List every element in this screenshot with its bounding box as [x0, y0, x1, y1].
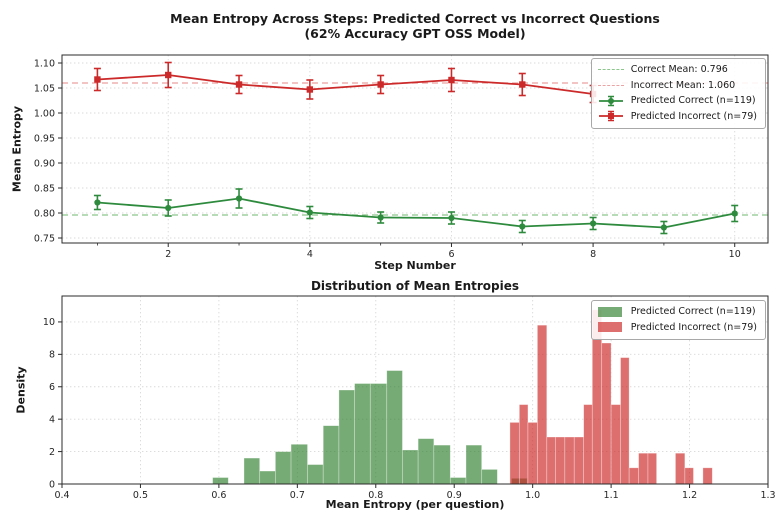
- svg-text:4: 4: [49, 414, 55, 425]
- dist-chart-ticks: 0.4 0.5 0.6 0.7 0.8 0.9 1.0 1.1 1.2 1.3 0 2 4 6 8 10: [43, 317, 776, 501]
- svg-text:10: 10: [43, 317, 55, 328]
- svg-text:0.85: 0.85: [34, 183, 55, 194]
- top-legend: Correct Mean: 0.796 Incorrect Mean: 1.060…: [590, 58, 766, 129]
- legend-dash-swatch: [597, 69, 624, 71]
- svg-text:6: 6: [49, 382, 55, 393]
- legend-item: Incorrect Mean: 1.060: [597, 78, 757, 94]
- figure-title-line2: (62% Accuracy GPT OSS Model): [304, 26, 526, 41]
- svg-text:0.95: 0.95: [34, 133, 55, 144]
- svg-text:0: 0: [49, 479, 55, 490]
- legend-label: Predicted Incorrect (n=79): [630, 110, 757, 122]
- legend-label: Predicted Correct (n=119): [630, 306, 756, 318]
- legend-label: Predicted Incorrect (n=79): [630, 321, 757, 333]
- svg-text:1.05: 1.05: [34, 83, 55, 94]
- y-axis-label-bottom: Density: [14, 366, 28, 414]
- legend-item: Predicted Correct (n=119): [598, 93, 757, 109]
- svg-text:1.1: 1.1: [604, 490, 619, 501]
- svg-text:0.75: 0.75: [34, 233, 55, 244]
- svg-text:1.10: 1.10: [34, 58, 55, 69]
- svg-text:1.00: 1.00: [34, 108, 55, 119]
- svg-text:1.0: 1.0: [525, 490, 540, 501]
- histogram-title: Distribution of Mean Entropies: [310, 279, 520, 293]
- legend-label: Correct Mean: 0.796: [630, 64, 728, 76]
- series-circle: [93, 188, 739, 235]
- svg-text:0.6: 0.6: [211, 490, 226, 501]
- steps-chart-ticks: 2 4 6 8 10 0.75 0.80 0.85 0.90 0.95 1.00 1.05 1.10: [34, 58, 741, 260]
- legend-item: Predicted Incorrect (n=79): [597, 320, 757, 336]
- svg-text:10: 10: [729, 249, 741, 260]
- svg-text:8: 8: [590, 249, 596, 260]
- svg-text:8: 8: [49, 350, 55, 361]
- legend-patch-swatch: [597, 306, 622, 317]
- legend-errorbar-swatch: [598, 111, 623, 122]
- svg-text:1.3: 1.3: [760, 490, 775, 501]
- svg-text:4: 4: [307, 249, 313, 260]
- legend-label: Incorrect Mean: 1.060: [630, 79, 736, 91]
- legend-item: Correct Mean: 0.796: [597, 62, 757, 78]
- legend-dash-swatch: [597, 84, 624, 86]
- figure-title-line1: Mean Entropy Across Steps: Predicted Cor…: [170, 11, 660, 26]
- svg-text:2: 2: [165, 249, 171, 260]
- series-square: [93, 61, 597, 104]
- svg-text:0.4: 0.4: [54, 490, 69, 501]
- y-axis-label-top: Mean Entropy: [10, 105, 24, 193]
- svg-text:0.80: 0.80: [34, 208, 55, 219]
- legend-item: Predicted Correct (n=119): [597, 304, 757, 320]
- svg-text:0.5: 0.5: [133, 490, 148, 501]
- x-axis-label-top: Step Number: [374, 259, 456, 272]
- svg-text:0.7: 0.7: [290, 490, 305, 501]
- svg-text:1.2: 1.2: [682, 490, 697, 501]
- figure-title: Mean Entropy Across Steps: Predicted Cor…: [48, 11, 782, 41]
- legend-item: Predicted Incorrect (n=79): [598, 109, 757, 125]
- legend-label: Predicted Correct (n=119): [630, 95, 756, 107]
- svg-text:0.8: 0.8: [368, 490, 383, 501]
- svg-text:2: 2: [49, 447, 55, 458]
- svg-text:6: 6: [448, 249, 454, 260]
- svg-text:0.90: 0.90: [34, 158, 55, 169]
- bottom-legend: Predicted Correct (n=119) Predicted Incor…: [590, 300, 766, 340]
- legend-patch-swatch: [597, 322, 622, 333]
- svg-text:0.9: 0.9: [447, 490, 462, 501]
- x-axis-label-bottom: Mean Entropy (per question): [325, 498, 505, 511]
- legend-errorbar-swatch: [598, 95, 623, 106]
- histogram-series: [212, 370, 528, 485]
